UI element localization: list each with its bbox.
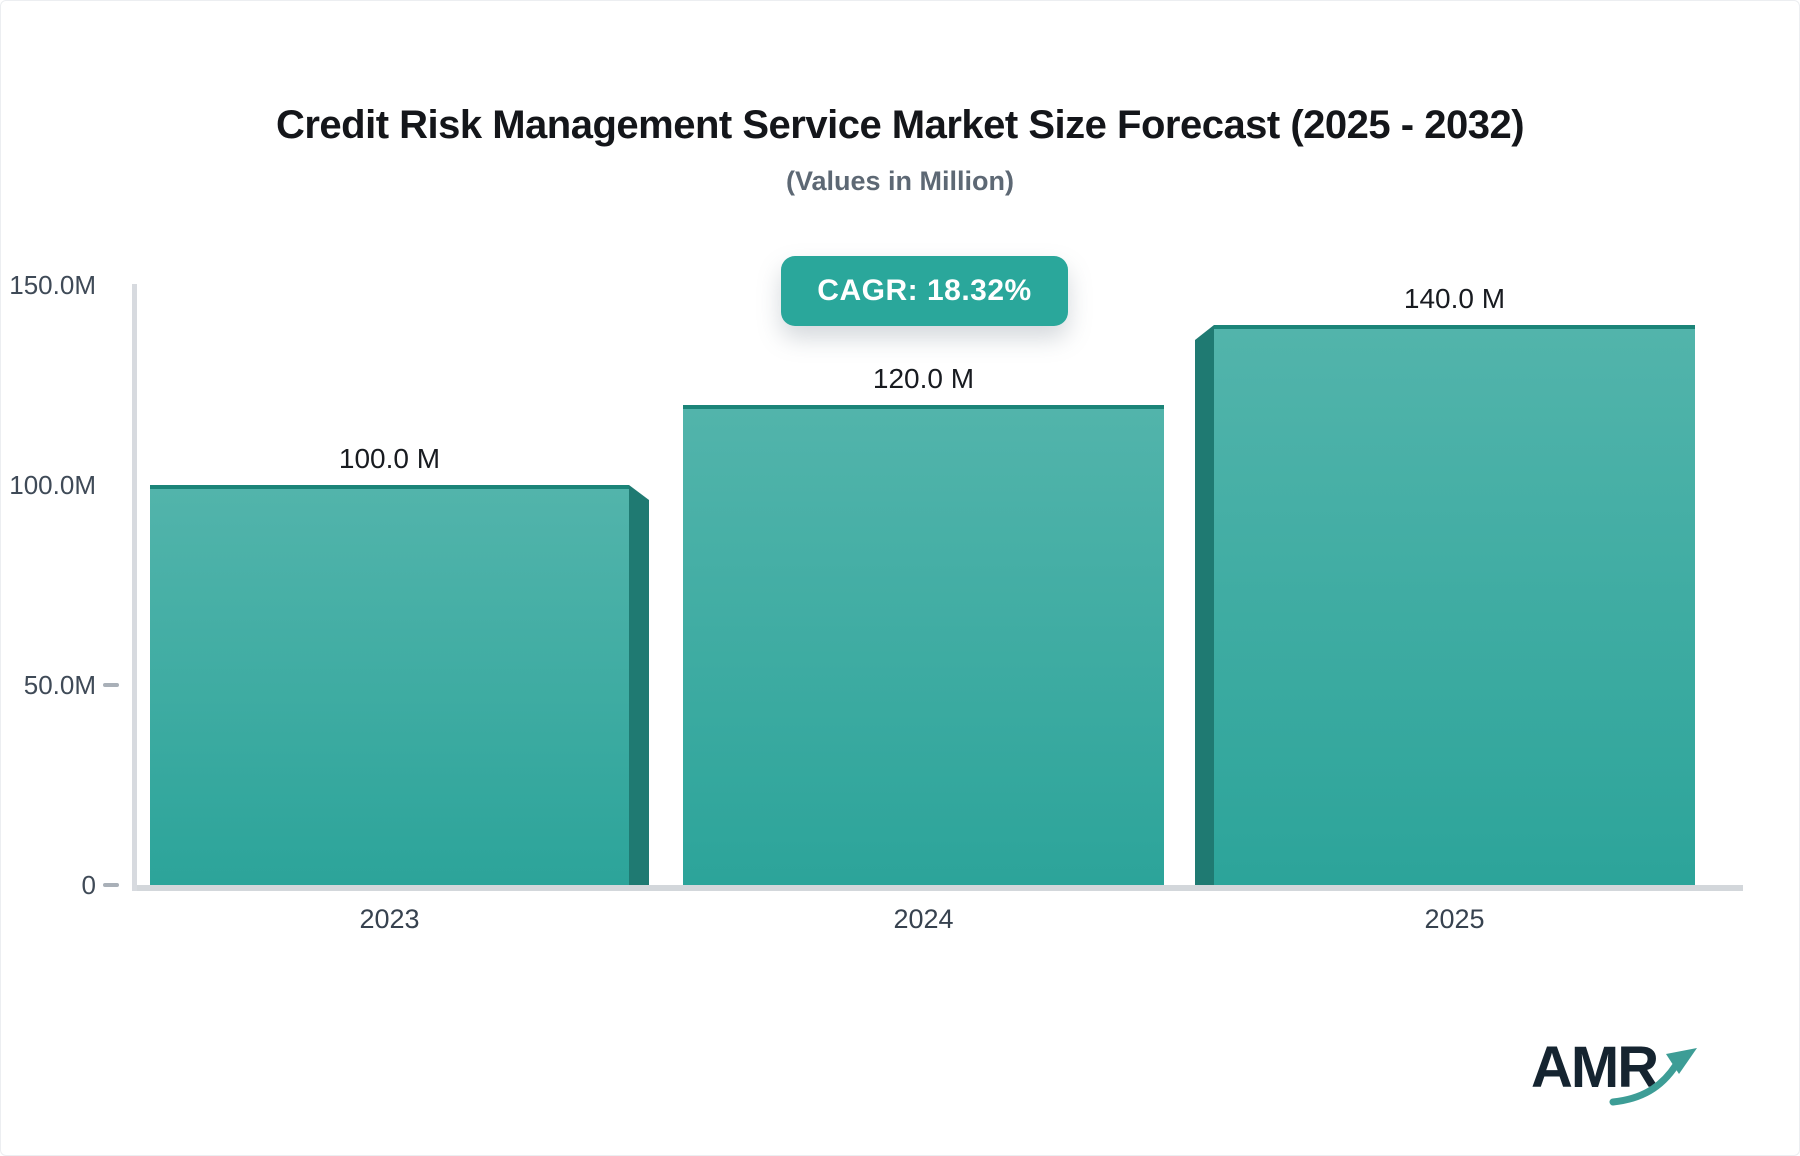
chart-title: Credit Risk Management Service Market Si… [275,103,1525,147]
amr-logo: AMR [1531,1035,1697,1106]
y-tick-label: 150.0M [9,270,96,300]
x-category-label: 2025 [1424,904,1485,934]
cagr-badge: CAGR: 18.32% [781,256,1068,326]
y-axis-line [132,284,137,891]
bar-3d-side [1195,325,1214,885]
cagr-badge-label: CAGR: 18.32% [817,274,1032,307]
y-tick-label: 50.0M [23,670,96,700]
chart-subtitle: (Values in Million) [785,166,1015,196]
bar-face [1214,325,1695,885]
bar-face [150,485,629,885]
bar-face [683,405,1164,885]
bar-value-label: 100.0 M [338,443,441,474]
y-tick-mark [103,683,119,687]
bar-2024: 120.0 M 2024 [683,285,1164,934]
logo-arrow-head [1666,1048,1697,1074]
bar-2025: 140.0 M 2025 [1195,283,1695,934]
logo-arrow-swoosh [1609,1061,1680,1106]
y-tick-label: 100.0M [9,470,96,500]
x-category-label: 2023 [359,904,420,934]
x-axis-line [132,885,1743,891]
x-category-label: 2024 [893,904,954,934]
bar-value-label: 120.0 M [872,363,975,394]
bar-3d-side [629,485,649,885]
bar-2023: 100.0 M 2023 [150,285,649,934]
bar-value-label: 140.0 M [1403,283,1506,314]
y-tick-mark [103,883,119,887]
amr-logo-text: AMR [1531,1035,1658,1100]
y-tick-label: 0 [81,870,96,900]
